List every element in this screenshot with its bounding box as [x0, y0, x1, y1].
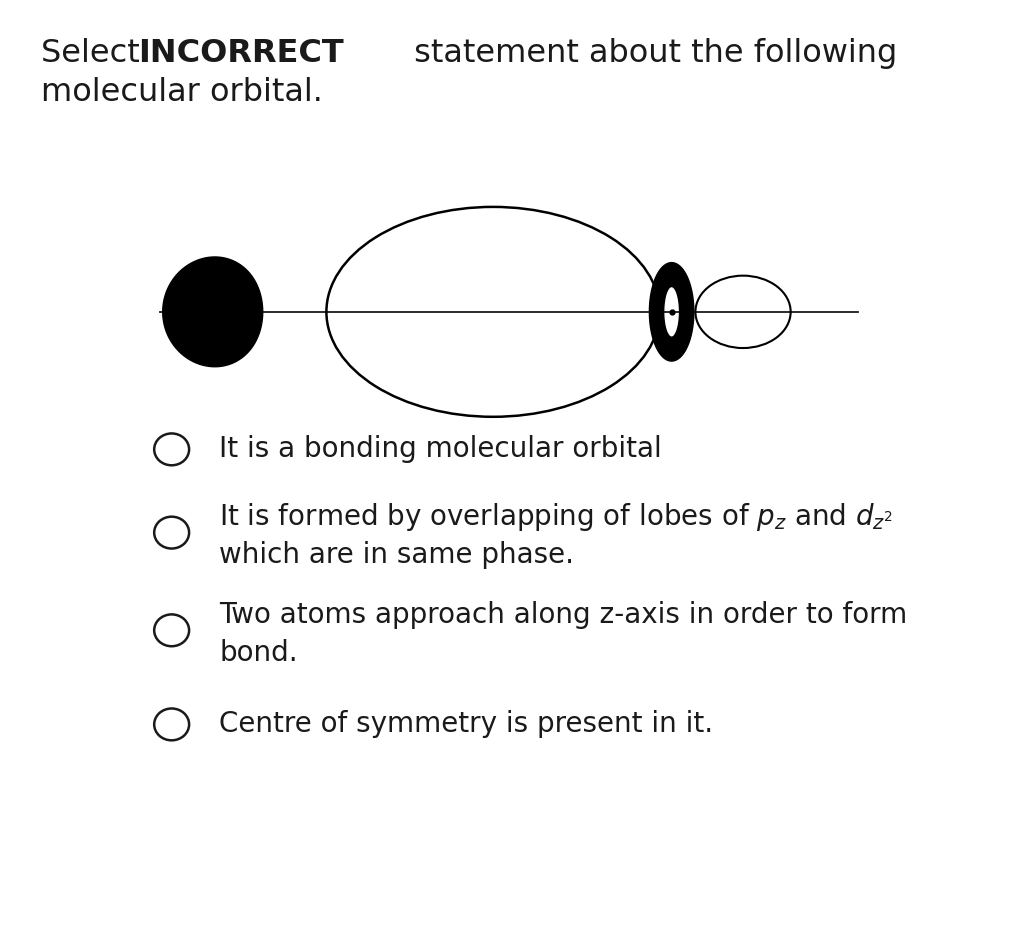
Text: INCORRECT: INCORRECT [138, 38, 344, 69]
Text: Select: Select [41, 38, 150, 69]
Polygon shape [163, 257, 263, 367]
Text: Two atoms approach along z-axis in order to form: Two atoms approach along z-axis in order… [219, 601, 907, 629]
Text: molecular orbital.: molecular orbital. [41, 77, 323, 108]
Polygon shape [649, 262, 694, 361]
Text: bond.: bond. [219, 639, 298, 666]
Text: statement about the following: statement about the following [404, 38, 898, 69]
Text: It is a bonding molecular orbital: It is a bonding molecular orbital [219, 435, 662, 463]
Text: It is formed by overlapping of lobes of $p_z$ and $d_{z^2}$: It is formed by overlapping of lobes of … [219, 501, 894, 533]
Text: which are in same phase.: which are in same phase. [219, 541, 574, 569]
Text: Centre of symmetry is present in it.: Centre of symmetry is present in it. [219, 711, 714, 739]
